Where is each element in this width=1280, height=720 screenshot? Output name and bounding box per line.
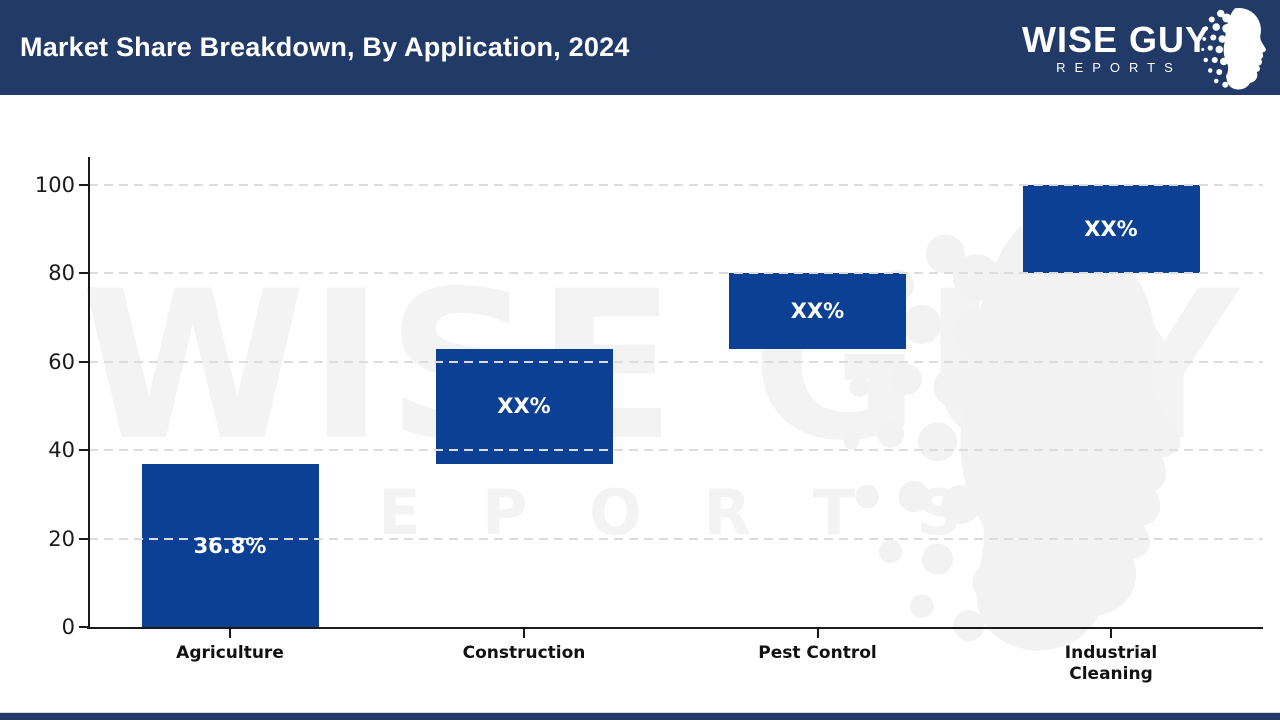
bar-value-label: 36.8% [193, 533, 267, 558]
x-tick-4 [1110, 629, 1112, 638]
gridline-100 [89, 184, 1263, 186]
logo-name-text: WISE GUY [1021, 18, 1210, 60]
header-band: Market Share Breakdown, By Application, … [0, 0, 1280, 95]
bar-value-label: XX% [1084, 217, 1138, 242]
bar-construction [435, 348, 613, 465]
footer-band [0, 712, 1280, 720]
x-category-label: Construction [462, 643, 586, 663]
x-tick-3 [816, 629, 819, 638]
x-category-label: Agriculture [176, 643, 284, 663]
x-axis-line [87, 627, 1263, 629]
y-tick-label: 40 [48, 438, 75, 463]
wiseguy-logo: WISE GUY REPORTS [1022, 6, 1266, 90]
x-category-label: Industrial Cleaning [1064, 643, 1158, 684]
y-tick-100 [79, 184, 88, 186]
y-tick-label: 80 [48, 261, 75, 286]
chart-title: Market Share Breakdown, By Application, … [20, 32, 630, 62]
x-tick-1 [229, 629, 231, 638]
y-tick-60 [79, 360, 88, 363]
y-tick-20 [79, 537, 88, 540]
bar-value-label: XX% [497, 394, 551, 419]
y-tick-label: 60 [48, 349, 75, 374]
y-tick-label: 20 [48, 526, 75, 551]
gridline-40 [89, 449, 1263, 452]
gridline-80 [89, 272, 1263, 275]
gridline-60 [89, 360, 1263, 363]
bar-pest-control [729, 273, 906, 349]
x-category-label: Pest Control [758, 643, 877, 663]
logo-reports-text: REPORTS [1056, 59, 1182, 75]
y-axis-line [88, 157, 90, 629]
bar-value-label: XX% [790, 298, 845, 323]
y-tick-80 [79, 272, 88, 275]
y-tick-label: 0 [61, 615, 75, 639]
bar-agriculture [141, 464, 319, 627]
y-tick-40 [79, 449, 88, 452]
y-tick-0 [79, 626, 88, 628]
logo-wordmark: WISE GUY REPORTS [1021, 18, 1210, 75]
chart-area: WISE GUY R E P O R T S 36.8% XX% XX% XX% 0 20… [0, 95, 1280, 713]
gridline-20 [89, 537, 1263, 540]
y-tick-label: 100 [34, 173, 75, 197]
bar-industrial-cleaning [1022, 185, 1200, 274]
wiseguy-face-icon [1201, 7, 1266, 90]
x-tick-2 [523, 629, 525, 638]
